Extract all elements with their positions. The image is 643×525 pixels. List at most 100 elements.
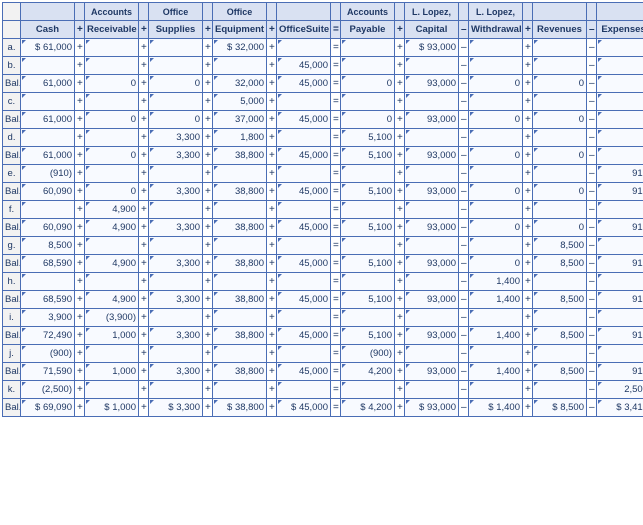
cell[interactable] bbox=[149, 345, 203, 363]
cell[interactable] bbox=[277, 381, 331, 399]
cell[interactable] bbox=[597, 237, 643, 255]
cell[interactable]: 45,000 bbox=[277, 57, 331, 75]
cell[interactable] bbox=[277, 201, 331, 219]
cell[interactable]: $ 69,090 bbox=[21, 399, 75, 417]
cell[interactable] bbox=[277, 165, 331, 183]
cell[interactable]: 38,800 bbox=[213, 147, 267, 165]
cell[interactable] bbox=[405, 93, 459, 111]
cell[interactable]: 4,900 bbox=[85, 219, 139, 237]
cell[interactable] bbox=[533, 273, 587, 291]
cell[interactable] bbox=[149, 381, 203, 399]
cell[interactable] bbox=[149, 93, 203, 111]
cell[interactable]: 93,000 bbox=[405, 183, 459, 201]
cell[interactable]: 0 bbox=[85, 183, 139, 201]
cell[interactable] bbox=[213, 309, 267, 327]
cell[interactable]: 910 bbox=[597, 165, 643, 183]
cell[interactable]: $ 38,800 bbox=[213, 399, 267, 417]
cell[interactable]: 3,300 bbox=[149, 363, 203, 381]
cell[interactable] bbox=[277, 93, 331, 111]
cell[interactable] bbox=[277, 273, 331, 291]
cell[interactable]: 1,400 bbox=[469, 363, 523, 381]
cell[interactable]: 45,000 bbox=[277, 147, 331, 165]
cell[interactable] bbox=[341, 165, 395, 183]
cell[interactable]: 910 bbox=[597, 363, 643, 381]
cell[interactable]: 45,000 bbox=[277, 255, 331, 273]
cell[interactable] bbox=[277, 237, 331, 255]
cell[interactable]: 910 bbox=[597, 219, 643, 237]
cell[interactable]: 38,800 bbox=[213, 183, 267, 201]
cell[interactable] bbox=[277, 345, 331, 363]
cell[interactable]: 4,900 bbox=[85, 201, 139, 219]
cell[interactable]: (910) bbox=[21, 165, 75, 183]
cell[interactable]: 68,590 bbox=[21, 291, 75, 309]
cell[interactable]: $ 32,000 bbox=[213, 39, 267, 57]
cell[interactable] bbox=[469, 309, 523, 327]
cell[interactable]: 3,300 bbox=[149, 327, 203, 345]
cell[interactable]: 3,300 bbox=[149, 291, 203, 309]
cell[interactable] bbox=[341, 57, 395, 75]
cell[interactable]: 0 bbox=[85, 75, 139, 93]
cell[interactable]: 910 bbox=[597, 327, 643, 345]
cell[interactable]: 5,100 bbox=[341, 183, 395, 201]
cell[interactable]: 5,100 bbox=[341, 291, 395, 309]
cell[interactable] bbox=[85, 129, 139, 147]
cell[interactable]: 45,000 bbox=[277, 183, 331, 201]
cell[interactable] bbox=[213, 57, 267, 75]
cell[interactable] bbox=[341, 309, 395, 327]
cell[interactable]: 38,800 bbox=[213, 219, 267, 237]
cell[interactable] bbox=[533, 129, 587, 147]
cell[interactable] bbox=[21, 57, 75, 75]
cell[interactable]: 45,000 bbox=[277, 219, 331, 237]
cell[interactable]: 61,000 bbox=[21, 111, 75, 129]
cell[interactable] bbox=[149, 237, 203, 255]
cell[interactable] bbox=[533, 381, 587, 399]
cell[interactable]: 0 bbox=[469, 111, 523, 129]
cell[interactable]: 72,490 bbox=[21, 327, 75, 345]
cell[interactable]: (900) bbox=[341, 345, 395, 363]
cell[interactable] bbox=[597, 57, 643, 75]
cell[interactable]: 3,300 bbox=[149, 183, 203, 201]
cell[interactable]: $ 8,500 bbox=[533, 399, 587, 417]
cell[interactable] bbox=[213, 201, 267, 219]
cell[interactable]: 45,000 bbox=[277, 111, 331, 129]
cell[interactable] bbox=[341, 273, 395, 291]
cell[interactable] bbox=[405, 309, 459, 327]
cell[interactable]: 45,000 bbox=[277, 327, 331, 345]
cell[interactable] bbox=[85, 237, 139, 255]
cell[interactable] bbox=[85, 381, 139, 399]
cell[interactable] bbox=[597, 93, 643, 111]
cell[interactable]: 45,000 bbox=[277, 291, 331, 309]
cell[interactable]: (2,500) bbox=[21, 381, 75, 399]
cell[interactable] bbox=[469, 201, 523, 219]
cell[interactable] bbox=[469, 93, 523, 111]
cell[interactable]: 45,000 bbox=[277, 363, 331, 381]
cell[interactable]: 0 bbox=[149, 111, 203, 129]
cell[interactable]: 4,900 bbox=[85, 291, 139, 309]
cell[interactable] bbox=[213, 165, 267, 183]
cell[interactable] bbox=[469, 165, 523, 183]
cell[interactable] bbox=[469, 345, 523, 363]
cell[interactable] bbox=[597, 39, 643, 57]
cell[interactable]: $ 3,410 bbox=[597, 399, 643, 417]
cell[interactable]: 0 bbox=[533, 183, 587, 201]
cell[interactable]: 5,100 bbox=[341, 327, 395, 345]
cell[interactable]: 1,400 bbox=[469, 291, 523, 309]
cell[interactable] bbox=[213, 273, 267, 291]
cell[interactable] bbox=[469, 381, 523, 399]
cell[interactable] bbox=[533, 93, 587, 111]
cell[interactable] bbox=[405, 273, 459, 291]
cell[interactable] bbox=[533, 345, 587, 363]
cell[interactable]: 3,300 bbox=[149, 147, 203, 165]
cell[interactable]: 0 bbox=[597, 111, 643, 129]
cell[interactable]: 93,000 bbox=[405, 327, 459, 345]
cell[interactable]: $ 1,400 bbox=[469, 399, 523, 417]
cell[interactable] bbox=[149, 57, 203, 75]
cell[interactable] bbox=[213, 381, 267, 399]
cell[interactable] bbox=[341, 93, 395, 111]
cell[interactable]: 93,000 bbox=[405, 219, 459, 237]
cell[interactable]: 38,800 bbox=[213, 363, 267, 381]
cell[interactable]: 45,000 bbox=[277, 75, 331, 93]
cell[interactable] bbox=[469, 237, 523, 255]
cell[interactable] bbox=[85, 345, 139, 363]
cell[interactable] bbox=[277, 309, 331, 327]
